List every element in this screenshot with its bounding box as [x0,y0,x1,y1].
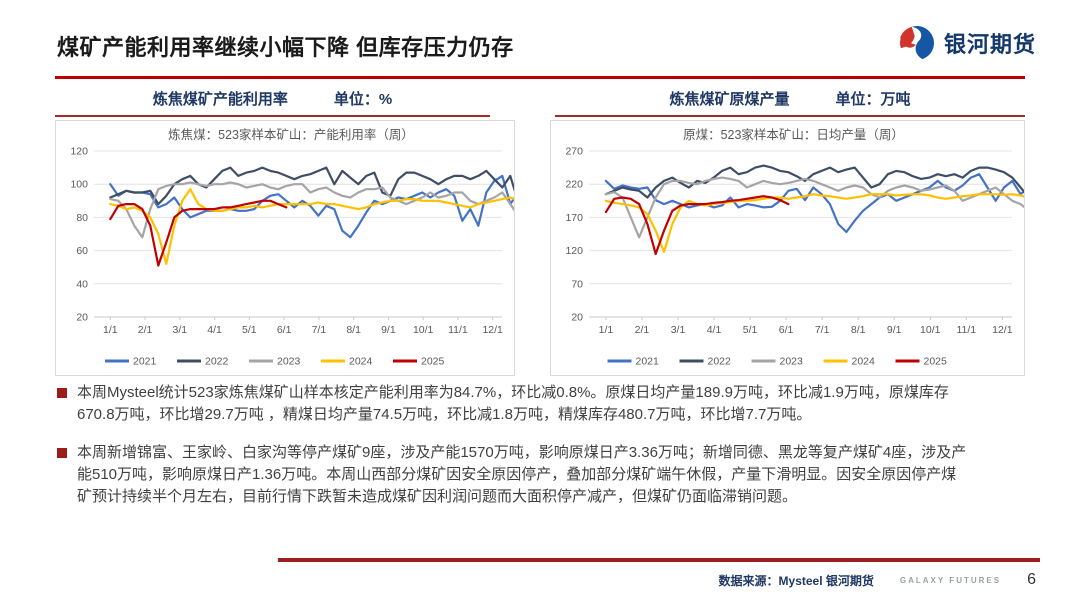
series-line-2022 [109,166,520,206]
bullet-item: 本周新增锦富、王家岭、白家沟等停产煤矿9座，涉及产能1570万吨，影响原煤日产3… [57,442,967,508]
right-chart-header-unit: 单位：万吨 [835,91,911,108]
y-axis-tick-label: 100 [70,179,88,191]
bullet-square-icon [57,388,67,398]
x-axis-tick-label: 9/1 [887,324,902,336]
series-line-2024 [604,193,1030,253]
chart-title: 炼焦煤：523家样本矿山：产能利用率（周） [168,127,414,142]
x-axis-tick-label: 12/1 [992,324,1013,336]
legend-label-2022: 2022 [708,356,732,368]
legend-label-2021: 2021 [636,356,660,368]
utilization-chart-panel: 炼焦煤：523家样本矿山：产能利用率（周） 20 40 60 80 100 120 1/1 2/… [55,120,520,376]
y-axis-tick-label: 20 [571,312,583,324]
x-axis-tick-label: 4/1 [207,324,222,336]
x-axis-tick-label: 1/1 [599,324,614,336]
summary-bullets: 本周Mysteel统计523家炼焦煤矿山样本核定产能利用率为84.7%，环比减0… [57,382,967,524]
right-chart-header: 炼焦煤矿原煤产量 单位：万吨 [555,88,1025,117]
legend-label-2025: 2025 [924,356,948,368]
x-axis-tick-label: 8/1 [346,324,361,336]
bullet-text: 本周新增锦富、王家岭、白家沟等停产煤矿9座，涉及产能1570万吨，影响原煤日产3… [77,444,967,505]
x-axis-tick-label: 5/1 [743,324,758,336]
x-axis-tick-label: 7/1 [815,324,830,336]
y-axis-tick-label: 80 [76,212,88,224]
x-axis-tick-label: 5/1 [242,324,257,336]
company-logo: 银河期货 [898,24,1036,62]
series-line-2025 [604,195,790,255]
series-line-2025 [109,199,288,267]
logo-text: 银河期货 [943,32,1036,57]
x-axis-tick-label: 9/1 [381,324,396,336]
x-axis-tick-label: 10/1 [413,324,434,336]
bullet-text: 本周Mysteel统计523家炼焦煤矿山样本核定产能利用率为84.7%，环比减0… [77,384,949,423]
left-chart-header-title: 炼焦煤矿产能利用率 [152,91,288,108]
right-chart-header-title: 炼焦煤矿原煤产量 [669,91,790,108]
legend-label-2023: 2023 [277,356,301,368]
legend-label-2025: 2025 [421,356,445,368]
y-axis-tick-label: 120 [565,245,583,257]
bullet-item: 本周Mysteel统计523家炼焦煤矿山样本核定产能利用率为84.7%，环比减0… [57,382,967,426]
x-axis-tick-label: 11/1 [448,324,468,336]
y-axis-tick-label: 60 [76,245,88,257]
y-axis-tick-label: 70 [571,278,583,290]
x-axis-tick-label: 8/1 [851,324,866,336]
x-axis-tick-label: 10/1 [920,324,941,336]
series-line-2021 [109,174,520,239]
line-chart-svg: 炼焦煤：523家样本矿山：产能利用率（周） 20 40 60 80 100 120 1/1 2/… [70,127,520,368]
x-axis-tick-label: 1/1 [103,324,118,336]
page-title: 煤矿产能利用率继续小幅下降 但库存压力仍存 [57,35,514,60]
y-axis-tick-label: 270 [565,146,583,158]
y-axis-tick-label: 20 [76,312,88,324]
title-divider [55,76,1025,79]
brand-label: GALAXY FUTURES [899,575,1002,585]
chart-panels-row: 炼焦煤：523家样本矿山：产能利用率（周） 20 40 60 80 100 120 1/1 2/… [55,120,1030,376]
footer-divider [278,558,1040,562]
series-line-2023 [109,181,520,239]
chart-headers-row: 炼焦煤矿产能利用率 单位：% 炼焦煤矿原煤产量 单位：万吨 [55,88,1025,117]
x-axis-tick-label: 2/1 [138,324,153,336]
galaxy-swirl-icon [900,26,934,60]
footer: 数据来源：Mysteel 银河期货 GALAXY FUTURES 6 [719,571,1036,589]
x-axis-tick-label: 3/1 [671,324,686,336]
y-axis-tick-label: 40 [76,278,88,290]
x-axis-tick-label: 7/1 [312,324,327,336]
data-source-label: 数据来源：Mysteel 银河期货 [718,573,874,588]
page-number: 6 [1027,571,1036,588]
output-chart-panel: 原煤：523家样本矿山：日均产量（周） 20 70 120 170 220 270 1/1 2/… [550,120,1030,376]
x-axis-tick-label: 6/1 [277,324,292,336]
line-chart-svg: 原煤：523家样本矿山：日均产量（周） 20 70 120 170 220 270 1/1 2/… [565,127,1030,368]
legend-label-2024: 2024 [852,356,876,368]
x-axis-tick-label: 2/1 [635,324,650,336]
legend-label-2024: 2024 [349,356,373,368]
x-axis-tick-label: 3/1 [173,324,188,336]
chart-title: 原煤：523家样本矿山：日均产量（周） [683,127,904,142]
y-axis-tick-label: 120 [70,146,88,158]
y-axis-tick-label: 220 [565,179,583,191]
legend-label-2022: 2022 [205,356,229,368]
x-axis-tick-label: 6/1 [779,324,794,336]
bullet-square-icon [57,448,67,458]
series-line-2021 [604,173,1030,234]
x-axis-tick-label: 11/1 [956,324,976,336]
left-chart-header: 炼焦煤矿产能利用率 单位：% [55,88,490,117]
left-chart-header-unit: 单位：% [333,91,393,108]
legend-label-2021: 2021 [133,356,157,368]
x-axis-tick-label: 4/1 [707,324,722,336]
y-axis-tick-label: 170 [565,212,583,224]
legend-label-2023: 2023 [780,356,804,368]
x-axis-tick-label: 12/1 [482,324,503,336]
